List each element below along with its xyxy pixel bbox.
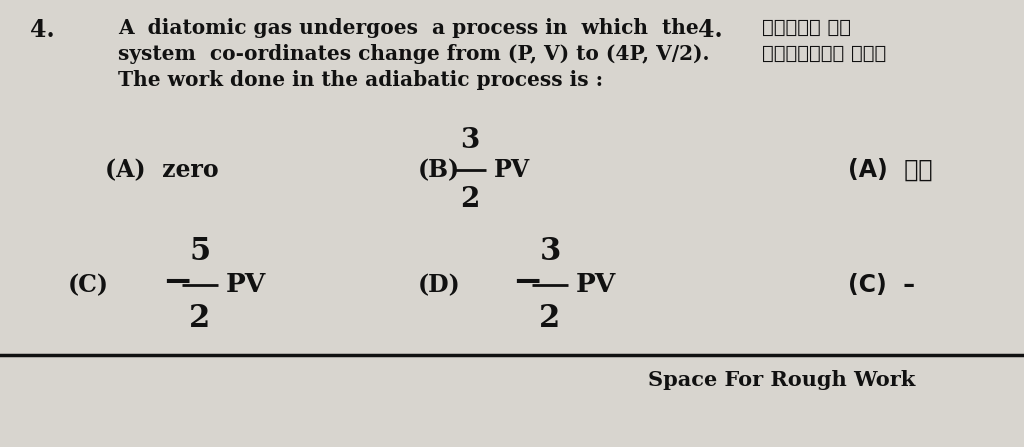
Text: 2: 2 [189,303,211,334]
Text: (B): (B) [418,158,460,182]
Text: (A)  इँ: (A) इँ [848,158,933,182]
Text: 4.: 4. [698,18,723,42]
Text: PV: PV [494,158,530,182]
Text: The work done in the adiabatic process is :: The work done in the adiabatic process i… [118,70,603,90]
Text: 2: 2 [461,186,479,213]
Text: 2: 2 [540,303,560,334]
Text: system  co-ordinates change from (P, V) to (4P, V/2).: system co-ordinates change from (P, V) t… [118,44,710,64]
Text: रूद्धोष प्र: रूद्धोष प्र [762,44,886,63]
Text: 4.: 4. [30,18,54,42]
Text: (C)  –: (C) – [848,273,915,297]
Text: A  diatomic gas undergoes  a process in which  the: A diatomic gas undergoes a process in wh… [118,18,698,38]
Text: PV: PV [575,273,616,298]
Text: Space For Rough Work: Space For Rough Work [648,370,915,390]
Text: 3: 3 [540,236,561,267]
Text: 3: 3 [461,127,479,154]
Text: −: − [512,265,543,299]
Text: PV: PV [226,273,266,298]
Text: −: − [162,265,193,299]
Text: (C): (C) [68,273,109,297]
Text: (D): (D) [418,273,461,297]
Text: निकाय के: निकाय के [762,18,851,37]
Text: 5: 5 [189,236,211,267]
Text: (A)  zero: (A) zero [105,158,219,182]
